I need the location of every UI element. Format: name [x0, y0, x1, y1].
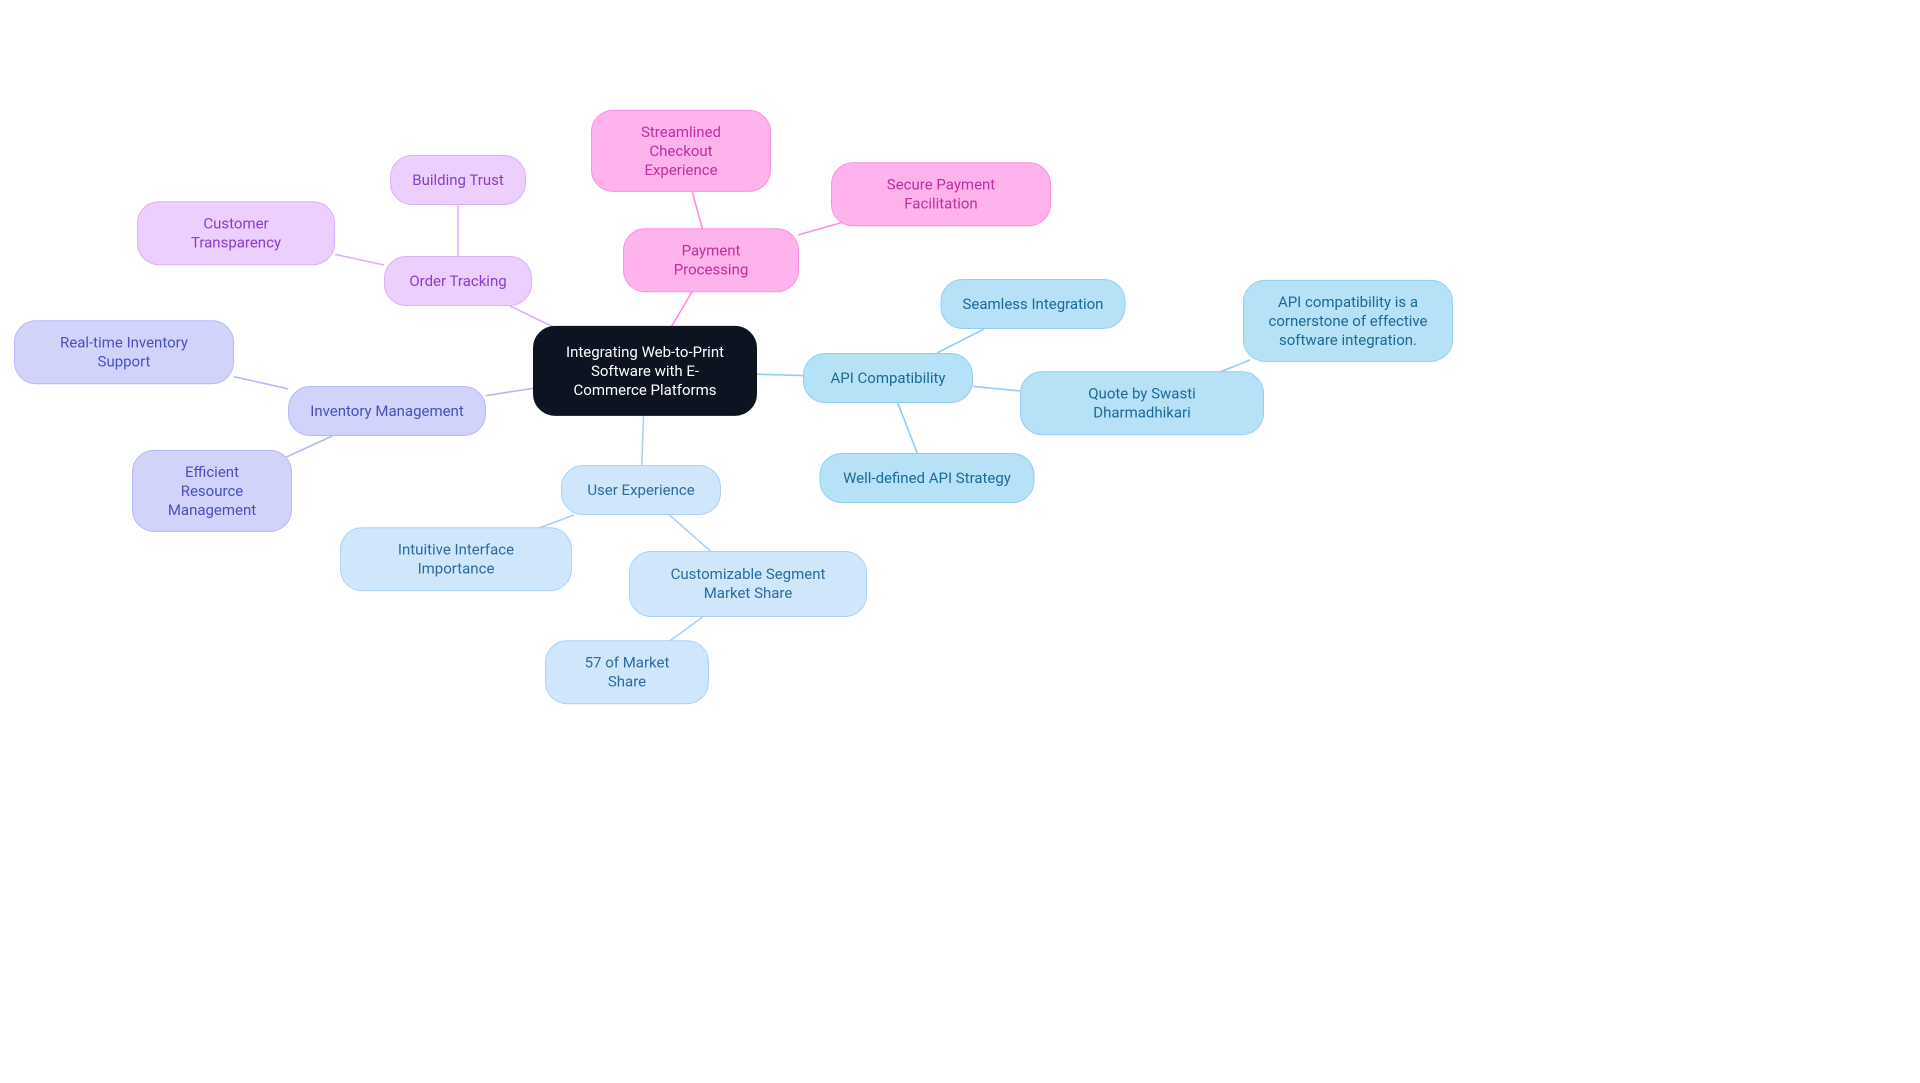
node-pay: Payment Processing — [623, 228, 799, 292]
edge — [642, 412, 644, 465]
node-pay2: Secure Payment Facilitation — [831, 162, 1051, 226]
edge — [669, 515, 710, 551]
edge — [937, 329, 984, 353]
node-ux2: Customizable Segment Market Share — [629, 551, 867, 617]
node-api1: Seamless Integration — [941, 279, 1126, 329]
node-ord: Order Tracking — [384, 256, 532, 306]
node-ux1: Intuitive Interface Importance — [340, 527, 572, 591]
edge — [234, 377, 288, 389]
node-ux: User Experience — [561, 465, 721, 515]
node-ord2: Building Trust — [390, 155, 526, 205]
node-pay1: Streamlined Checkout Experience — [591, 110, 771, 192]
node-inv2: Efficient Resource Management — [132, 450, 292, 532]
node-api4: API compatibility is a cornerstone of ef… — [1243, 280, 1453, 362]
edge — [973, 386, 1020, 391]
node-ord1: Customer Transparency — [137, 201, 335, 265]
mindmap-canvas: Integrating Web-to-Print Software with E… — [0, 0, 1920, 1083]
edge — [486, 388, 533, 395]
edge — [898, 403, 918, 453]
node-inv1: Real-time Inventory Support — [14, 320, 234, 384]
node-api2: Well-defined API Strategy — [820, 453, 1035, 503]
node-ux3: 57 of Market Share — [545, 640, 709, 704]
root-node: Integrating Web-to-Print Software with E… — [533, 326, 757, 416]
edge — [669, 285, 696, 330]
edge — [335, 254, 384, 265]
node-api3: Quote by Swasti Dharmadhikari — [1020, 371, 1264, 435]
node-api: API Compatibility — [803, 353, 973, 403]
node-inv: Inventory Management — [288, 386, 486, 436]
edge — [757, 374, 803, 375]
edge — [282, 436, 332, 459]
